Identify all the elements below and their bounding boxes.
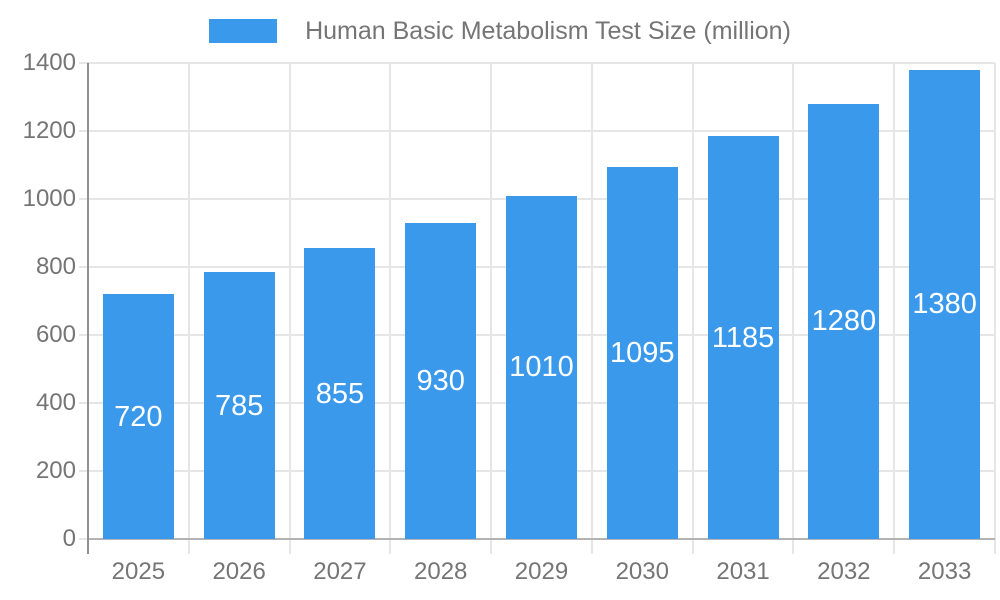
bar-2033[interactable]: [909, 69, 981, 539]
x-axis-tick-label: 2028: [414, 558, 468, 585]
y-gridline: [88, 62, 995, 64]
x-axis-tick-label: 2026: [212, 558, 266, 585]
x-axis-tick-label: 2027: [313, 558, 367, 585]
x-axis-tick-label: 2031: [716, 558, 770, 585]
x-gridline: [288, 63, 291, 539]
y-axis-tick: [79, 470, 88, 472]
x-gridline: [490, 63, 493, 539]
x-gridline: [389, 63, 392, 539]
legend-label: Human Basic Metabolism Test Size (millio…: [305, 16, 791, 45]
y-axis-tick-label: 600: [35, 321, 76, 348]
x-gridline: [893, 63, 896, 539]
x-axis-tick-label: 2033: [917, 558, 972, 585]
bar-2026[interactable]: [203, 272, 275, 539]
bar-2025[interactable]: [102, 294, 174, 539]
x-axis-tick: [691, 539, 694, 554]
x-gridline: [590, 63, 593, 539]
y-gridline: [88, 130, 995, 132]
y-axis-tick: [79, 198, 88, 200]
y-axis-tick-label: 1000: [22, 185, 76, 212]
y-axis-tick-label: 1400: [22, 49, 76, 76]
x-gridline: [187, 63, 190, 539]
y-axis-tick-label: 800: [35, 253, 76, 280]
x-axis-tick: [288, 539, 291, 554]
y-axis-tick-label: 0: [62, 525, 76, 552]
x-axis-tick-label: 2030: [615, 558, 669, 585]
y-axis-tick: [79, 62, 88, 64]
bar-2027[interactable]: [304, 248, 376, 539]
x-gridline: [691, 63, 694, 539]
chart-legend[interactable]: Human Basic Metabolism Test Size (millio…: [0, 16, 1000, 46]
y-axis-tick-label: 1200: [22, 117, 76, 144]
x-axis-tick: [893, 539, 896, 554]
y-axis-tick: [79, 130, 88, 132]
y-axis-tick: [79, 266, 88, 268]
bar-2028[interactable]: [405, 222, 477, 539]
legend-swatch-icon: [209, 19, 278, 43]
x-axis-tick-label: 2025: [111, 558, 166, 585]
bar-2031[interactable]: [707, 136, 779, 539]
y-axis-tick: [79, 538, 88, 540]
x-gridline: [994, 63, 996, 539]
x-axis-tick: [490, 539, 493, 554]
y-axis-tick-label: 200: [35, 457, 76, 484]
y-axis-tick: [79, 334, 88, 336]
x-gridline: [792, 63, 795, 539]
x-axis-tick-label: 2029: [514, 558, 569, 585]
bar-2030[interactable]: [606, 166, 678, 539]
y-axis-line: [87, 63, 89, 554]
x-axis-line: [88, 538, 995, 540]
x-axis-tick: [792, 539, 795, 554]
x-axis-tick-label: 2032: [817, 558, 871, 585]
x-axis-tick: [994, 539, 996, 554]
x-axis-tick: [389, 539, 392, 554]
y-axis-tick-label: 400: [35, 389, 76, 416]
x-axis-tick: [590, 539, 593, 554]
bar-2029[interactable]: [506, 195, 577, 539]
y-axis-tick: [79, 402, 88, 404]
x-axis-tick: [187, 539, 190, 554]
bar-2032[interactable]: [808, 103, 880, 539]
